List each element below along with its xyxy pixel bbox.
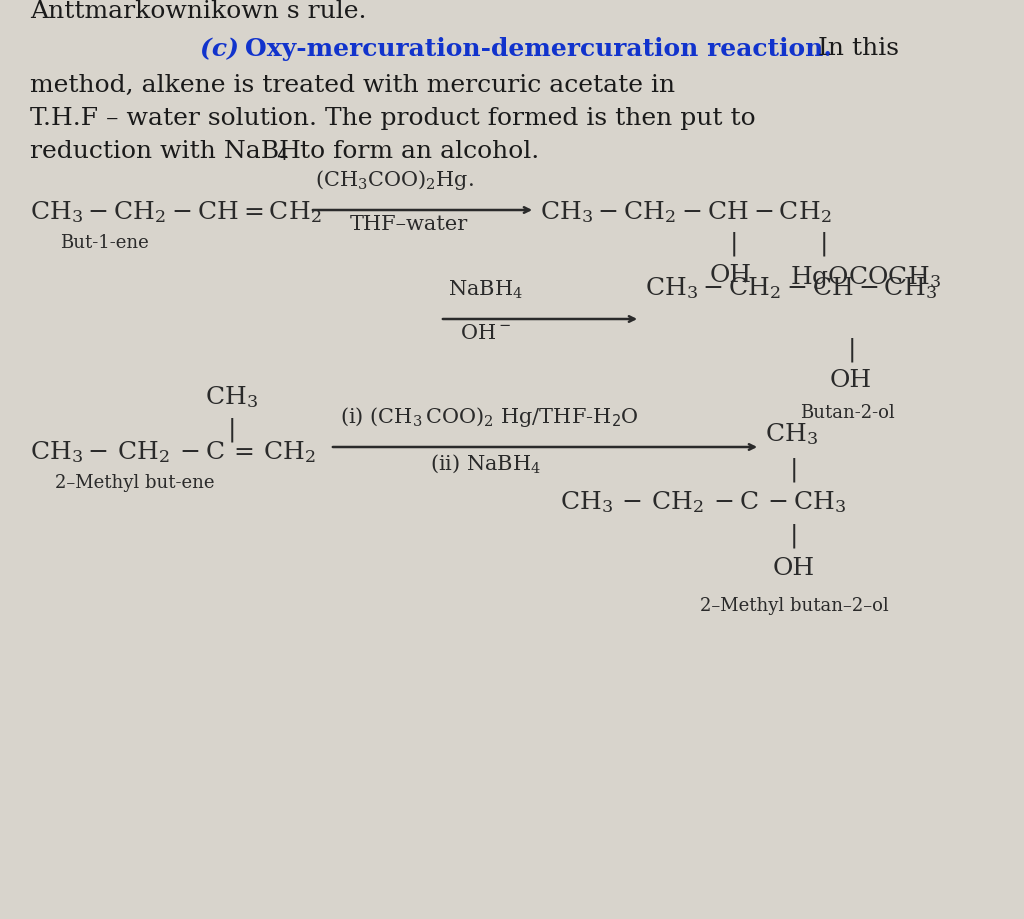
Text: $_4$: $_4$: [276, 140, 289, 163]
Text: $\mathregular{CH_3}$: $\mathregular{CH_3}$: [765, 421, 818, 447]
Text: |: |: [730, 231, 738, 255]
Text: Oxy-mercuration-demercuration reaction.: Oxy-mercuration-demercuration reaction.: [245, 37, 831, 61]
Text: OH: OH: [710, 264, 752, 287]
Text: (i) $\mathregular{(CH_3\,COO)_2}$ Hg/THF-H$_2$O: (i) $\mathregular{(CH_3\,COO)_2}$ Hg/THF…: [340, 405, 639, 429]
Text: $\mathregular{(CH_3COO)_2Hg.}$: $\mathregular{(CH_3COO)_2Hg.}$: [315, 168, 474, 192]
Text: $\mathregular{CH_3}$: $\mathregular{CH_3}$: [205, 384, 258, 410]
Text: T.H.F – water solution. The product formed is then put to: T.H.F – water solution. The product form…: [30, 107, 756, 130]
Text: $\mathregular{HgOCOCH_3}$: $\mathregular{HgOCOCH_3}$: [790, 264, 941, 291]
Text: Anttmarkownikown s rule.: Anttmarkownikown s rule.: [30, 0, 367, 23]
Text: OH: OH: [830, 369, 872, 392]
Text: In this: In this: [810, 37, 899, 60]
Text: OH: OH: [773, 557, 815, 580]
Text: $\mathregular{CH_3-CH_2-CH-CH_3}$: $\mathregular{CH_3-CH_2-CH-CH_3}$: [645, 275, 937, 301]
Text: 2–Methyl butan–2–ol: 2–Methyl butan–2–ol: [700, 597, 889, 615]
Text: |: |: [820, 231, 828, 255]
Text: reduction with NaBH: reduction with NaBH: [30, 140, 301, 163]
Text: |: |: [228, 417, 237, 441]
Text: THF–water: THF–water: [350, 215, 468, 234]
Text: (c): (c): [200, 37, 248, 61]
Text: |: |: [790, 457, 799, 482]
Text: Butan-2-ol: Butan-2-ol: [800, 404, 895, 422]
Text: $\mathregular{CH_3-\,CH_2\,-C\,=\,CH_2}$: $\mathregular{CH_3-\,CH_2\,-C\,=\,CH_2}$: [30, 439, 315, 465]
Text: $\mathregular{NaBH_4}$: $\mathregular{NaBH_4}$: [449, 278, 523, 301]
Text: 2–Methyl but-ene: 2–Methyl but-ene: [55, 474, 214, 492]
Text: $\mathregular{CH_3\,-\,CH_2\,-C\,-CH_3}$: $\mathregular{CH_3\,-\,CH_2\,-C\,-CH_3}$: [560, 489, 847, 515]
Text: (ii) $\mathregular{NaBH_4}$: (ii) $\mathregular{NaBH_4}$: [430, 452, 542, 474]
Text: OH$^-$: OH$^-$: [460, 324, 511, 343]
Text: |: |: [848, 337, 856, 361]
Text: to form an alcohol.: to form an alcohol.: [292, 140, 540, 163]
Text: But-1-ene: But-1-ene: [60, 234, 148, 252]
Text: method, alkene is treated with mercuric acetate in: method, alkene is treated with mercuric …: [30, 74, 675, 97]
Text: $\mathregular{CH_3-CH_2-CH=CH_2}$: $\mathregular{CH_3-CH_2-CH=CH_2}$: [30, 199, 322, 225]
Text: $\mathregular{CH_3-CH_2-CH-CH_2}$: $\mathregular{CH_3-CH_2-CH-CH_2}$: [540, 199, 831, 225]
Text: |: |: [790, 524, 799, 549]
